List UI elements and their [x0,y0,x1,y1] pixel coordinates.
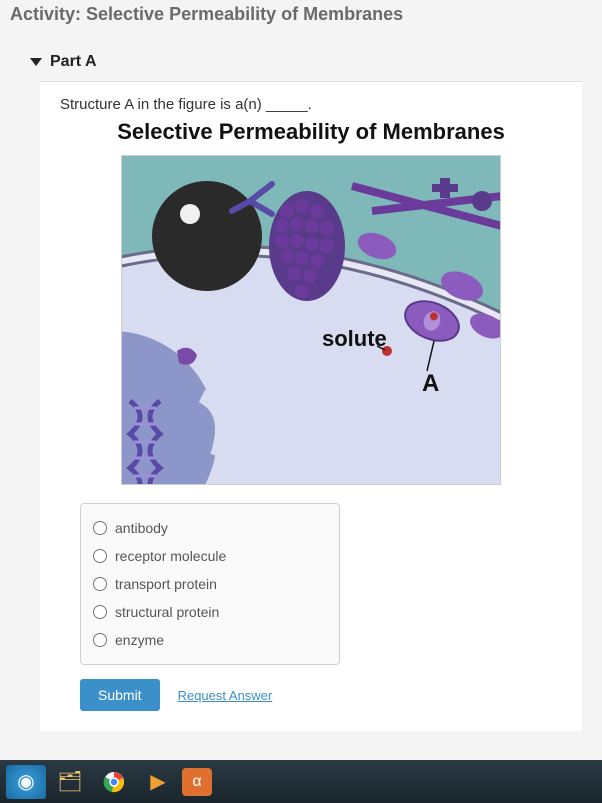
option-structural-protein[interactable]: structural protein [93,598,327,626]
radio-structural[interactable] [93,605,107,619]
option-label: receptor molecule [115,548,226,564]
solute-label: solute [322,326,387,351]
chevron-down-icon [30,58,42,66]
option-label: transport protein [115,576,217,592]
question-suffix: . [308,96,312,113]
taskbar: ◉ 🗂 ▶ α [0,760,602,803]
radio-antibody[interactable] [93,521,107,535]
answer-options: antibody receptor molecule transport pro… [80,503,340,665]
media-icon[interactable]: ▶ [138,765,178,799]
figure-title: Selective Permeability of Membranes [60,119,562,145]
actions-row: Submit Request Answer [80,679,562,711]
option-label: antibody [115,520,168,536]
request-answer-link[interactable]: Request Answer [178,688,273,703]
option-enzyme[interactable]: enzyme [93,626,327,654]
question-blank: _____ [266,96,308,113]
option-label: enzyme [115,632,164,648]
part-a-content: Structure A in the figure is a(n) _____.… [40,81,582,731]
option-label: structural protein [115,604,219,620]
radio-enzyme[interactable] [93,633,107,647]
question-prefix: Structure A in the figure is a(n) [60,96,266,113]
question-text: Structure A in the figure is a(n) _____. [60,96,562,113]
start-icon[interactable]: ◉ [6,765,46,799]
option-antibody[interactable]: antibody [93,514,327,542]
app-icon[interactable]: α [182,768,212,796]
option-transport-protein[interactable]: transport protein [93,570,327,598]
structure-a-label: A [422,370,439,397]
membrane-figure: solute A [121,155,501,485]
submit-button[interactable]: Submit [80,679,160,711]
explorer-icon[interactable]: 🗂 [50,765,90,799]
activity-title: Activity: Selective Permeability of Memb… [0,0,602,33]
part-a-header[interactable]: Part A [0,33,602,81]
radio-transport[interactable] [93,577,107,591]
chrome-icon[interactable] [94,765,134,799]
radio-receptor[interactable] [93,549,107,563]
part-label: Part A [50,53,97,71]
option-receptor-molecule[interactable]: receptor molecule [93,542,327,570]
